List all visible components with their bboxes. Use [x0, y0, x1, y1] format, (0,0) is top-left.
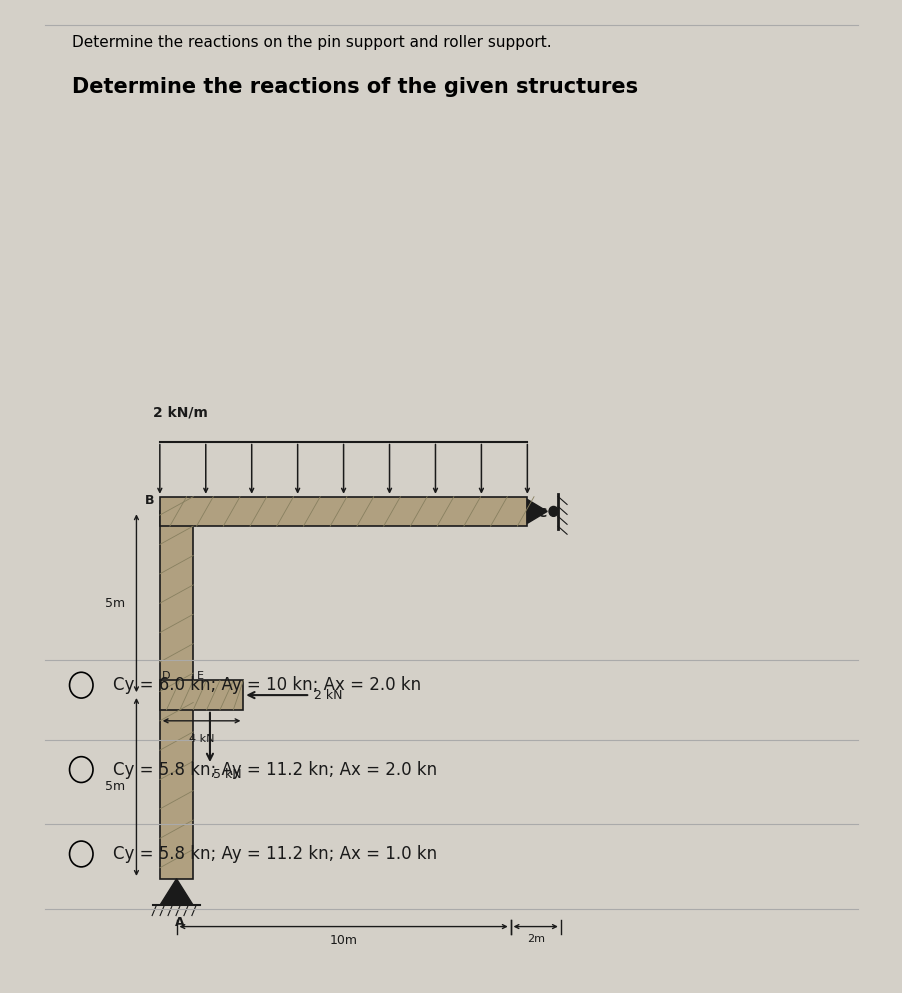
Text: 5m: 5m — [106, 597, 125, 610]
Text: 5m: 5m — [106, 780, 125, 793]
Text: Cy = 5.8 kn; Ay = 11.2 kn; Ax = 1.0 kn: Cy = 5.8 kn; Ay = 11.2 kn; Ax = 1.0 kn — [113, 845, 437, 863]
Text: 2 kN: 2 kN — [314, 688, 342, 702]
Text: B: B — [144, 495, 154, 507]
Circle shape — [548, 506, 557, 516]
Polygon shape — [161, 879, 193, 905]
Text: E: E — [197, 670, 203, 680]
Text: 5 kN: 5 kN — [213, 768, 241, 780]
Text: Cy = 6.0 kn; Ay = 10 kn; Ax = 2.0 kn: Cy = 6.0 kn; Ay = 10 kn; Ax = 2.0 kn — [113, 676, 420, 694]
Text: 2 kN/m: 2 kN/m — [153, 405, 207, 419]
Polygon shape — [160, 680, 244, 710]
Polygon shape — [527, 499, 547, 523]
Text: 4 kN: 4 kN — [189, 734, 214, 744]
Text: 10m: 10m — [329, 933, 357, 946]
Text: D: D — [161, 670, 170, 680]
Polygon shape — [160, 496, 527, 526]
Text: Determine the reactions of the given structures: Determine the reactions of the given str… — [72, 77, 638, 97]
Text: Determine the reactions on the pin support and roller support.: Determine the reactions on the pin suppo… — [72, 35, 551, 50]
Text: Cy = 5.8 kn; Ay = 11.2 kn; Ax = 2.0 kn: Cy = 5.8 kn; Ay = 11.2 kn; Ax = 2.0 kn — [113, 761, 437, 779]
Text: C: C — [537, 506, 546, 520]
Text: 2m: 2m — [526, 933, 544, 943]
Polygon shape — [160, 511, 193, 879]
Text: A: A — [175, 917, 185, 929]
